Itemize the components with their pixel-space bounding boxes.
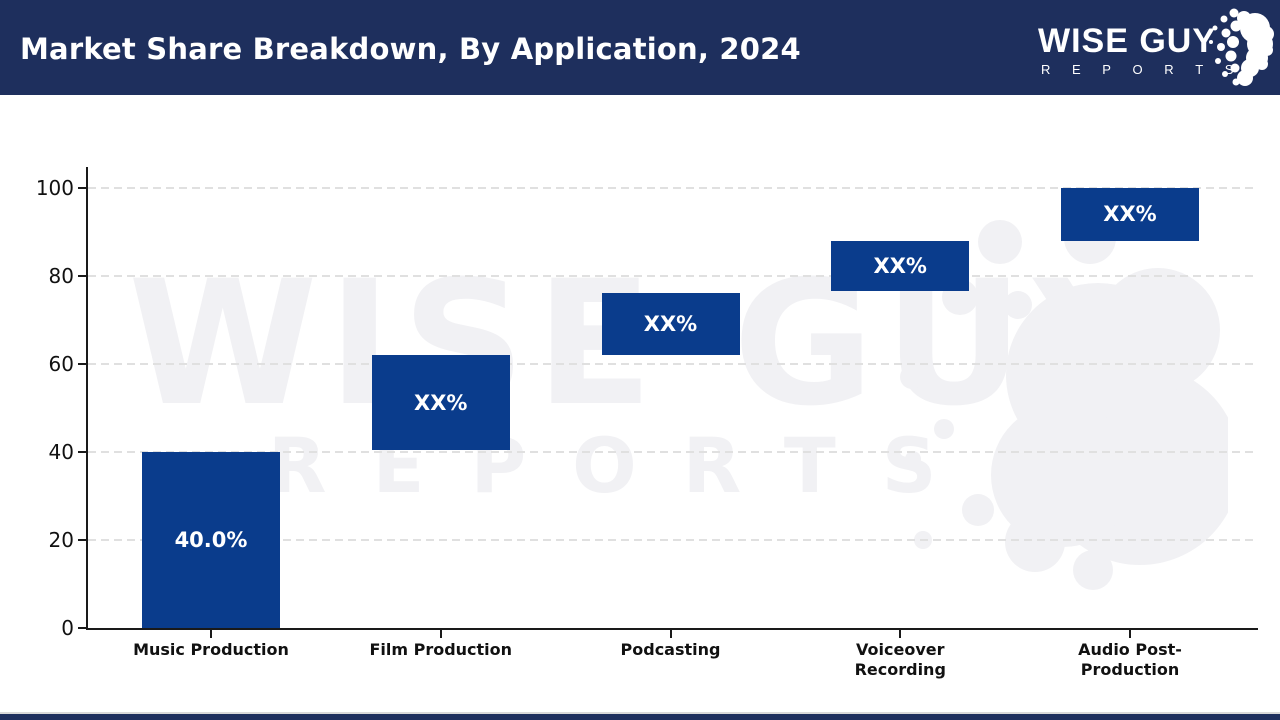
header: Market Share Breakdown, By Application, … <box>0 0 1280 95</box>
y-tick <box>78 451 86 453</box>
bar-value-label: XX% <box>873 254 927 279</box>
category-label: Podcasting <box>620 640 721 659</box>
bar-value-label: XX% <box>643 311 698 336</box>
gridline <box>88 363 1256 365</box>
x-axis <box>86 628 1258 630</box>
wise-guy-logo: WISE GUY R E P O R T S <box>1038 8 1274 90</box>
y-tick-label: 80 <box>48 264 74 288</box>
category-label: Film Production <box>369 640 513 659</box>
category-label: Voiceover Recording <box>854 640 946 679</box>
y-tick <box>78 627 86 629</box>
bar-segment <box>601 292 740 356</box>
y-tick <box>78 187 86 189</box>
gridline <box>88 451 1256 453</box>
gridline <box>88 275 1256 277</box>
chart-title: Market Share Breakdown, By Application, … <box>20 32 801 66</box>
logo-subtext: R E P O R T S <box>1041 62 1243 77</box>
gridline <box>88 187 1256 189</box>
category-label: Music Production <box>133 640 289 659</box>
x-tick <box>439 630 442 638</box>
x-tick <box>1129 630 1131 638</box>
category-label: Audio Post- Production <box>1078 640 1182 679</box>
bar-segment <box>371 355 510 450</box>
y-tick-label: 40 <box>48 440 74 464</box>
bar-value-label: XX% <box>1103 202 1157 227</box>
y-tick-label: 0 <box>61 616 74 640</box>
x-tick <box>210 630 212 638</box>
logo-wordmark: WISE GUY <box>1038 22 1217 60</box>
footer-divider <box>0 712 1280 714</box>
y-axis <box>86 167 88 630</box>
head-dots-icon <box>1209 8 1274 86</box>
footer-bar <box>0 714 1280 720</box>
gridline <box>88 539 1256 541</box>
y-tick <box>78 539 86 541</box>
bar-segment <box>142 452 280 628</box>
bar-segment <box>831 240 970 292</box>
y-tick <box>78 275 86 277</box>
y-tick-label: 20 <box>48 528 74 552</box>
x-tick <box>669 630 672 638</box>
x-tick <box>899 630 902 638</box>
y-tick-label: 60 <box>48 352 74 376</box>
bar-value-label: 40.0% <box>174 528 248 552</box>
y-tick-label: 100 <box>35 176 74 200</box>
bar-segment <box>1061 188 1199 241</box>
bar-value-label: XX% <box>414 390 468 415</box>
y-tick <box>78 363 86 365</box>
